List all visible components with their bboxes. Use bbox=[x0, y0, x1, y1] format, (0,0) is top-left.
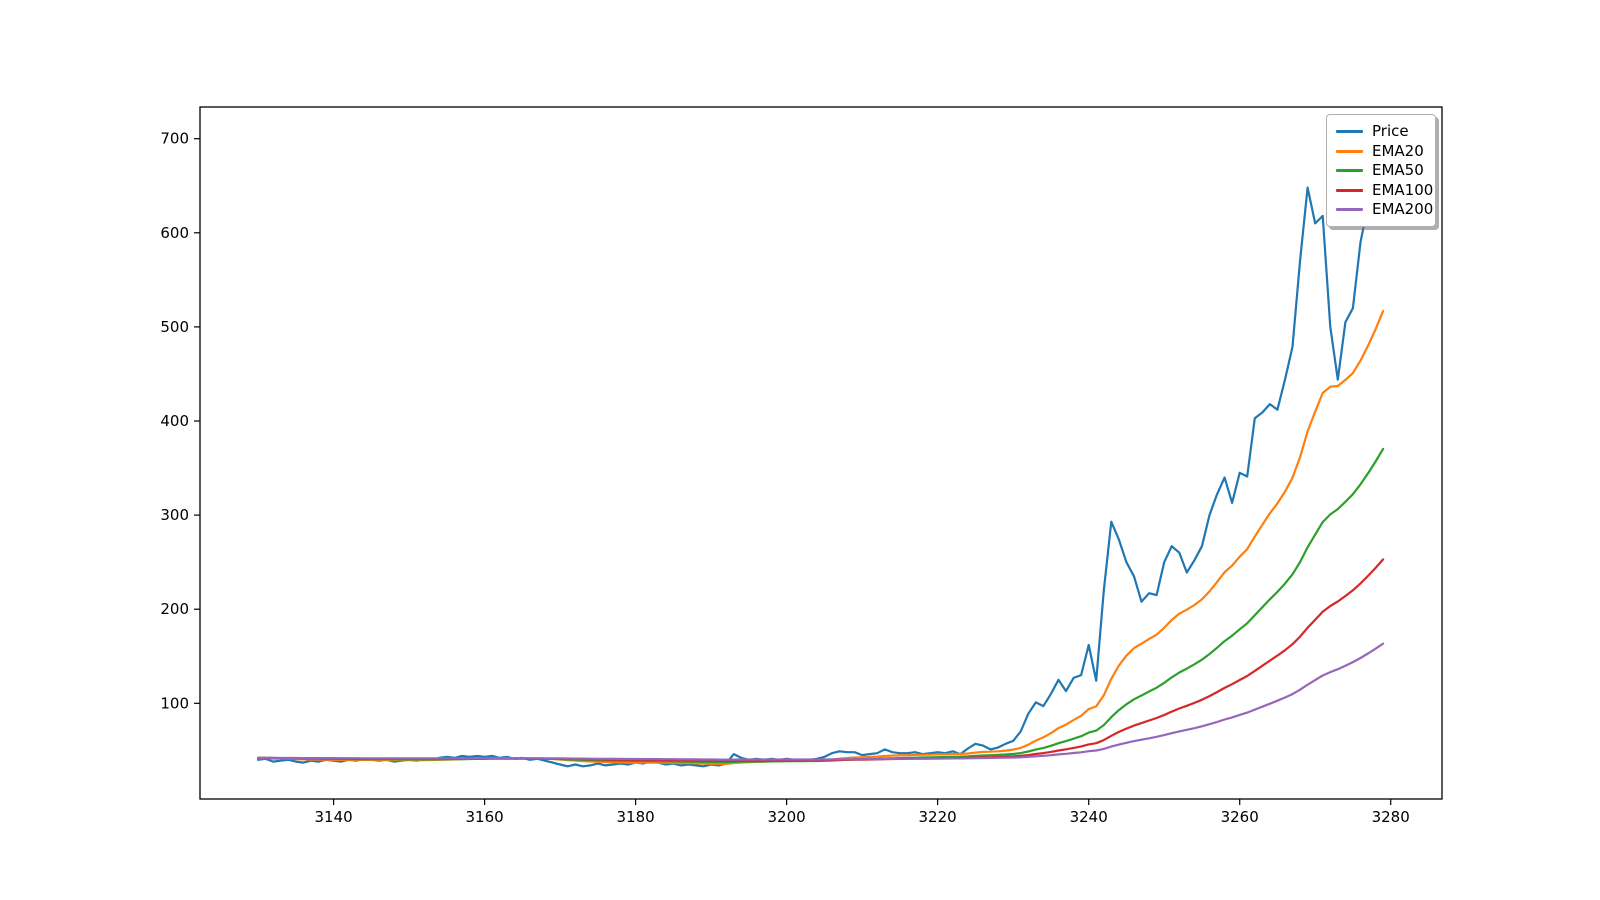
legend-label: EMA50 bbox=[1372, 161, 1424, 180]
y-tick-label: 400 bbox=[160, 412, 189, 430]
y-tick-label: 500 bbox=[160, 318, 189, 336]
legend-entry: Price bbox=[1336, 122, 1426, 142]
x-tick-label: 3140 bbox=[315, 808, 353, 826]
series-ema20 bbox=[257, 309, 1385, 766]
x-tick-label: 3160 bbox=[466, 808, 504, 826]
x-tick-label: 3200 bbox=[768, 808, 806, 826]
legend-entry: EMA100 bbox=[1336, 181, 1433, 201]
legend-label: Price bbox=[1372, 122, 1409, 141]
legend-line-sample bbox=[1336, 188, 1363, 192]
x-tick-label: 3240 bbox=[1070, 808, 1108, 826]
series-price bbox=[257, 137, 1385, 768]
y-tick-label: 100 bbox=[160, 694, 189, 712]
y-tick-label: 700 bbox=[160, 130, 189, 148]
legend-label: EMA100 bbox=[1372, 180, 1434, 199]
x-tick-label: 3220 bbox=[919, 808, 957, 826]
legend-line-sample bbox=[1336, 130, 1363, 134]
legend-entry: EMA20 bbox=[1336, 142, 1426, 162]
x-tick-label: 3280 bbox=[1372, 808, 1410, 826]
x-tick-label: 3260 bbox=[1221, 808, 1259, 826]
legend-line-sample bbox=[1336, 169, 1363, 173]
legend-line-sample bbox=[1336, 149, 1363, 153]
legend-entry: EMA50 bbox=[1336, 161, 1426, 181]
y-tick-label: 300 bbox=[160, 506, 189, 524]
legend-line-sample bbox=[1336, 208, 1363, 212]
plot-frame bbox=[199, 106, 1443, 800]
series-ema50 bbox=[257, 447, 1385, 764]
legend-entry: EMA200 bbox=[1336, 200, 1433, 220]
legend-label: EMA20 bbox=[1372, 141, 1424, 160]
legend-label: EMA200 bbox=[1372, 200, 1434, 219]
y-tick-label: 200 bbox=[160, 600, 189, 618]
legend: Price EMA20 EMA50 EMA100 EMA200 bbox=[1326, 114, 1436, 227]
series-ema100 bbox=[257, 558, 1385, 762]
x-tick-label: 3180 bbox=[617, 808, 655, 826]
series-ema200 bbox=[257, 642, 1385, 761]
y-tick-label: 600 bbox=[160, 224, 189, 242]
